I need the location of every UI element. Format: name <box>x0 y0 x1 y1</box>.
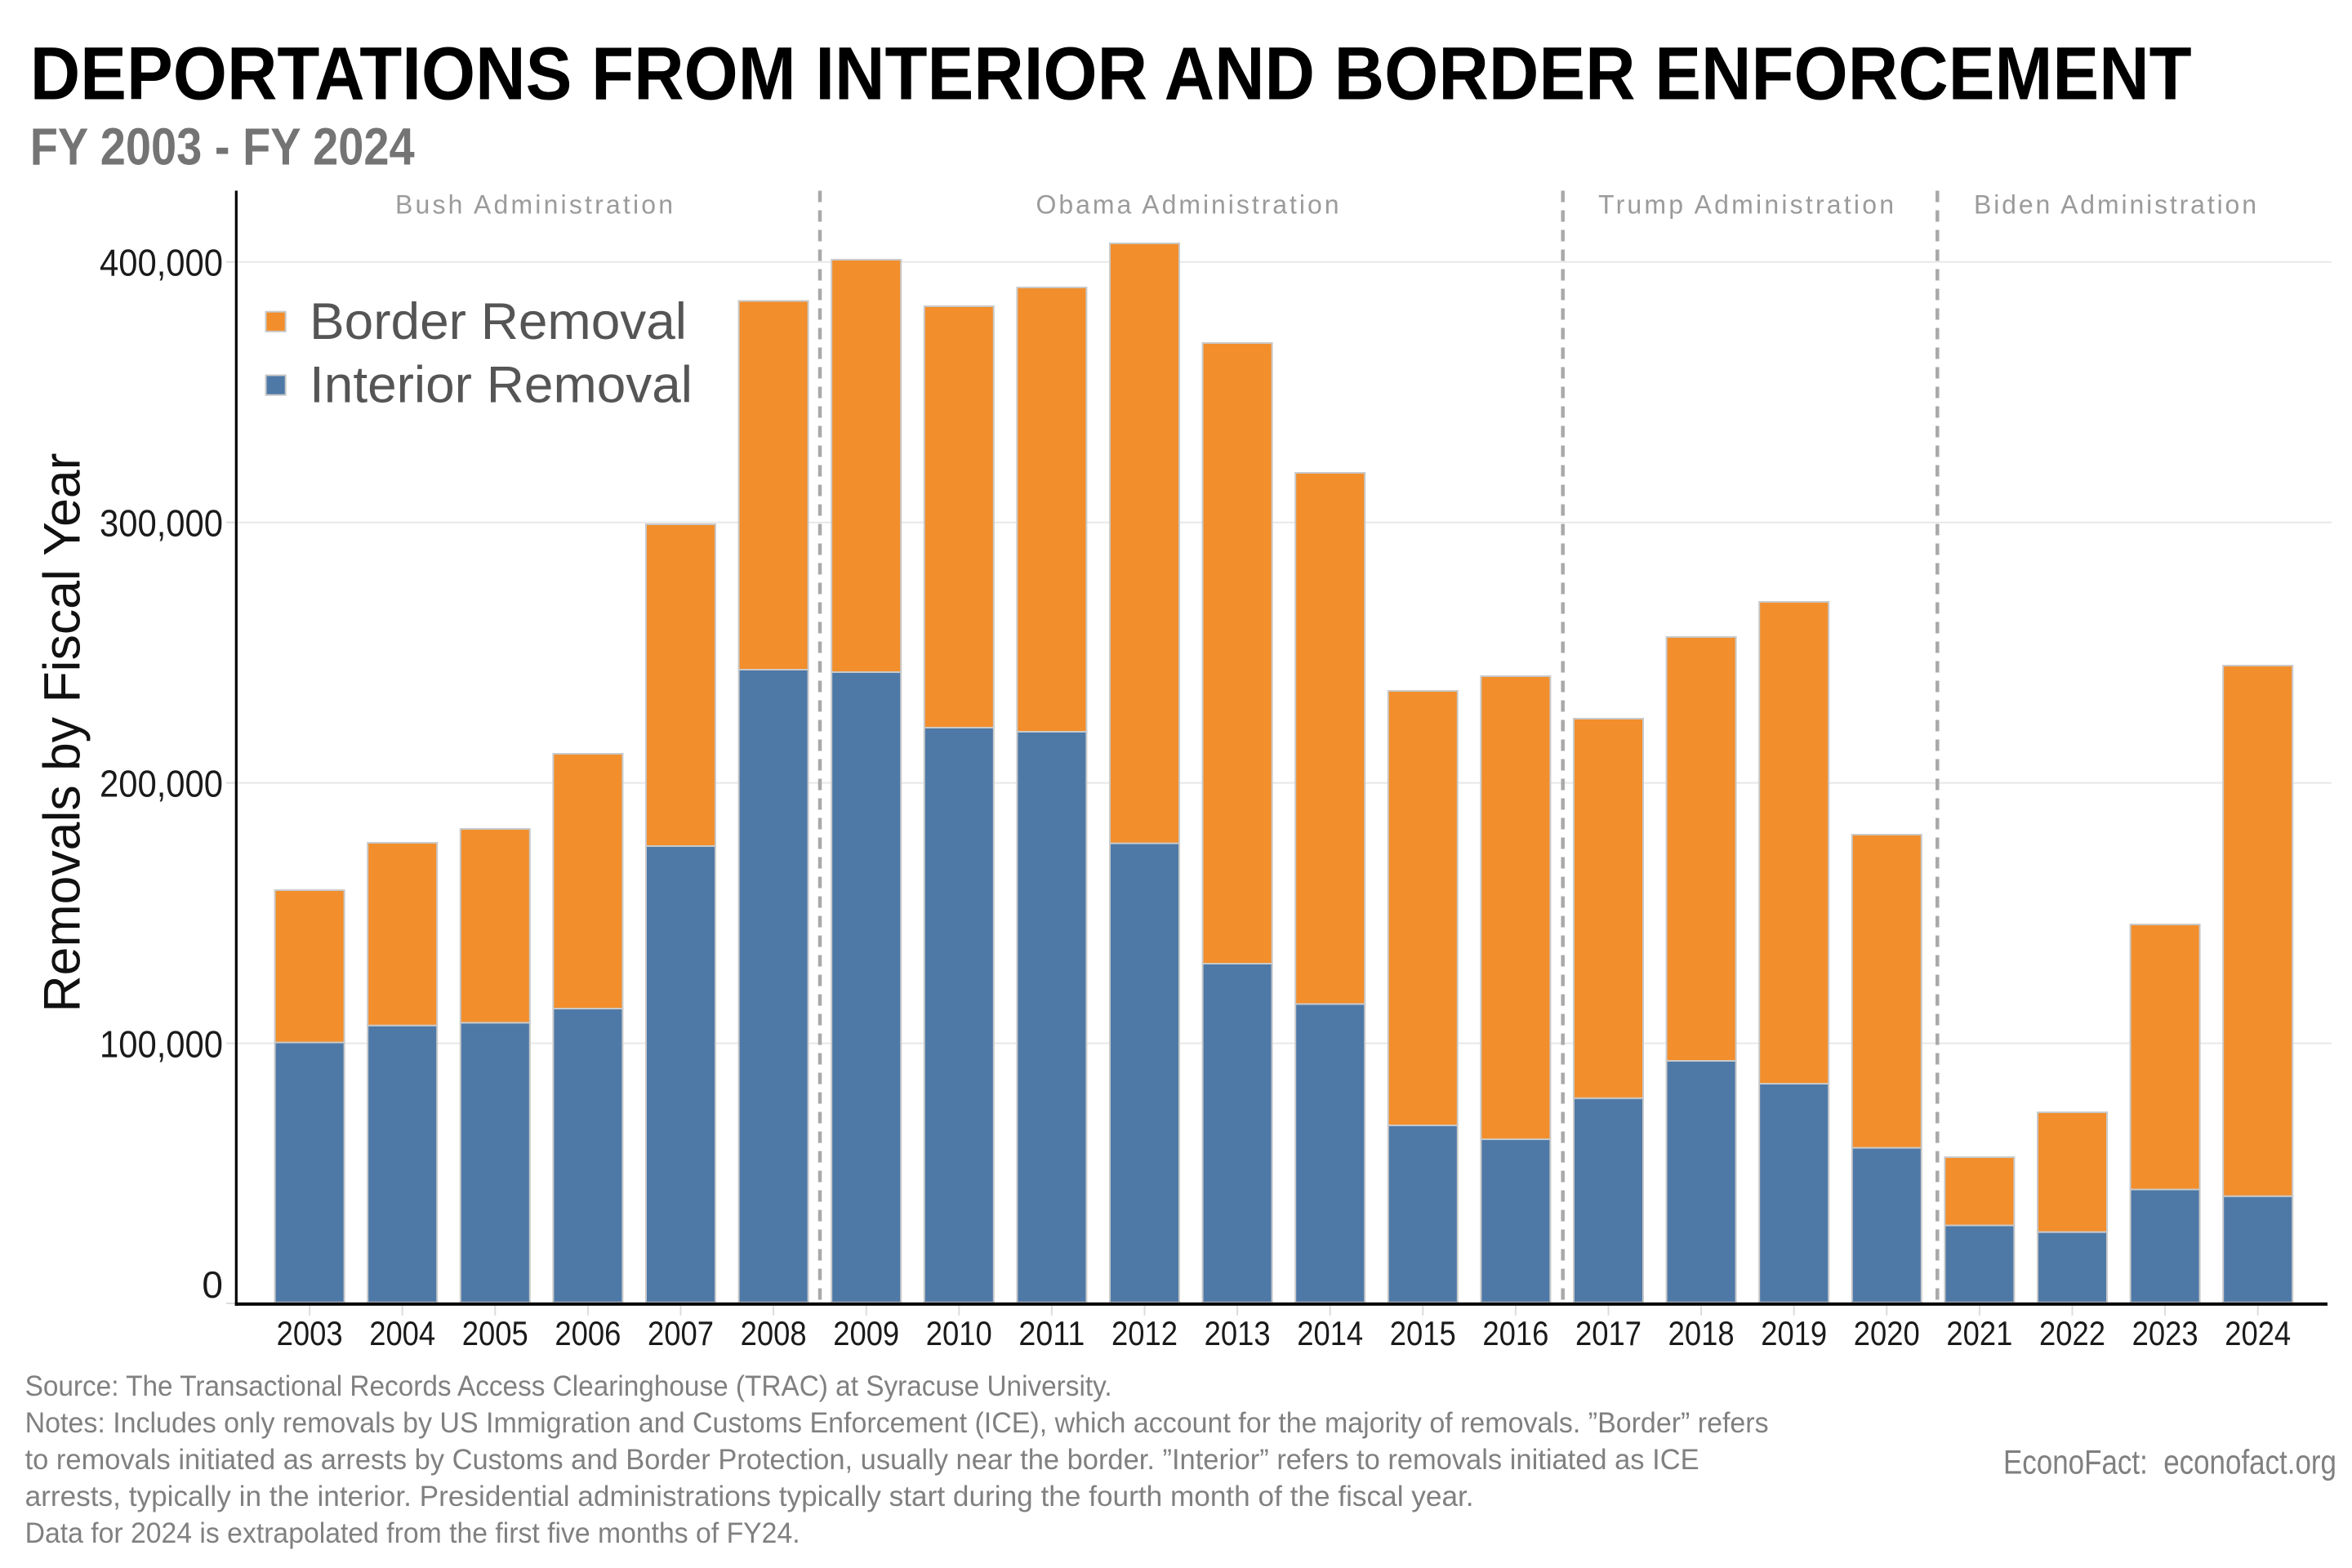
svg-text:Trump Administration: Trump Administration <box>1598 190 1894 220</box>
svg-text:2021: 2021 <box>1946 1314 2012 1352</box>
svg-text:2019: 2019 <box>1761 1314 1827 1352</box>
svg-text:Interior Removal: Interior Removal <box>310 357 693 414</box>
svg-text:2017: 2017 <box>1575 1314 1642 1352</box>
svg-text:Border Removal: Border Removal <box>310 293 687 350</box>
svg-text:2022: 2022 <box>2039 1314 2105 1352</box>
svg-text:2023: 2023 <box>2132 1314 2198 1352</box>
svg-text:Obama Administration: Obama Administration <box>1036 190 1339 220</box>
svg-text:Source: The Transactional Reco: Source: The Transactional Records Access… <box>25 1370 1112 1402</box>
svg-text:2012: 2012 <box>1111 1314 1178 1352</box>
svg-text:400,000: 400,000 <box>100 242 223 284</box>
svg-text:300,000: 300,000 <box>100 502 223 545</box>
svg-text:0: 0 <box>202 1263 223 1306</box>
svg-text:200,000: 200,000 <box>100 762 223 804</box>
svg-text:2006: 2006 <box>555 1314 621 1352</box>
svg-text:2009: 2009 <box>833 1314 899 1352</box>
svg-text:Notes: Includes only removals: Notes: Includes only removals by US Immi… <box>25 1407 1769 1439</box>
svg-text:Data for 2024 is extrapolated: Data for 2024 is extrapolated from the f… <box>25 1517 800 1549</box>
svg-text:arrests, typically in the inte: arrests, typically in the interior. Pres… <box>25 1481 1474 1512</box>
svg-text:to removals initiated as arres: to removals initiated as arrests by Cust… <box>25 1444 1699 1476</box>
svg-text:2003: 2003 <box>277 1314 343 1352</box>
svg-text:2008: 2008 <box>741 1314 807 1352</box>
svg-text:2018: 2018 <box>1668 1314 1735 1352</box>
svg-text:2014: 2014 <box>1297 1314 1363 1352</box>
svg-text:2010: 2010 <box>926 1314 992 1352</box>
svg-text:2016: 2016 <box>1482 1314 1548 1352</box>
svg-text:2004: 2004 <box>369 1314 435 1352</box>
svg-text:FY 2003 - FY 2024: FY 2003 - FY 2024 <box>30 117 415 176</box>
svg-text:2011: 2011 <box>1018 1314 1085 1352</box>
svg-text:Biden Administration: Biden Administration <box>1974 190 2256 220</box>
svg-text:2024: 2024 <box>2225 1314 2291 1352</box>
svg-text:2007: 2007 <box>648 1314 714 1352</box>
svg-text:2015: 2015 <box>1390 1314 1456 1352</box>
svg-text:2005: 2005 <box>462 1314 528 1352</box>
svg-text:2013: 2013 <box>1205 1314 1271 1352</box>
svg-text:Removals by Fiscal Year: Removals by Fiscal Year <box>34 453 91 1013</box>
svg-text:2020: 2020 <box>1854 1314 1920 1352</box>
svg-text:EconoFact: econofact.org: EconoFact: econofact.org <box>2003 1443 2336 1481</box>
svg-text:DEPORTATIONS FROM INTERIOR AND: DEPORTATIONS FROM INTERIOR AND BORDER EN… <box>30 31 2192 116</box>
svg-text:100,000: 100,000 <box>100 1022 223 1065</box>
